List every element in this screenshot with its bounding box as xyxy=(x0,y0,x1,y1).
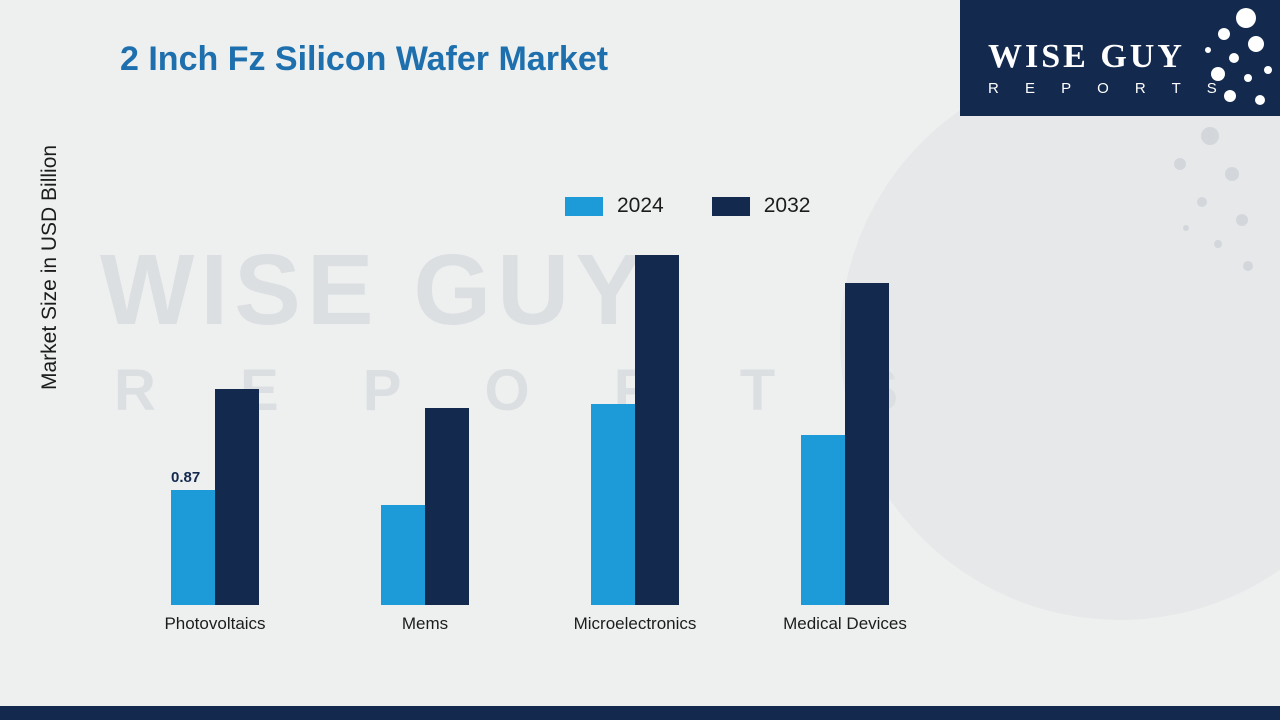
bar-chart-plot-area: 0.87 xyxy=(140,215,920,605)
legend-item-2032: 2032 xyxy=(711,194,811,218)
bar-2032 xyxy=(425,408,469,605)
category-axis: Photovoltaics Mems Microelectronics Medical… xyxy=(140,613,920,636)
footer-bar xyxy=(0,706,1280,720)
bar-group xyxy=(560,255,710,605)
bar-2032 xyxy=(635,255,679,605)
watermark-line1: WISE GUY xyxy=(100,234,649,346)
logo-text: WISE GUY R E P O R T S xyxy=(988,38,1228,97)
bar-2024 xyxy=(171,490,215,605)
legend-label-2032: 2032 xyxy=(763,194,811,217)
chart-legend: 2024 2032 xyxy=(565,194,810,218)
logo-dots-face-icon xyxy=(1205,8,1272,105)
logo-wordmark: WISE GUY xyxy=(988,38,1185,75)
category-label: Photovoltaics xyxy=(164,614,266,633)
bar-group xyxy=(350,408,500,605)
logo-subtitle: R E P O R T S xyxy=(988,80,1228,97)
legend-swatch-2024 xyxy=(565,196,603,216)
page-title: 2 Inch Fz Silicon Wafer Market xyxy=(120,40,609,78)
face-silhouette-graphic xyxy=(840,60,1280,620)
bar-group: 0.87 xyxy=(140,389,290,605)
decorative-dots xyxy=(1174,127,1253,271)
bar-2024 xyxy=(591,404,635,605)
bar-pair xyxy=(591,255,679,605)
bar-pair: 0.87 xyxy=(171,389,259,605)
category-label: Mems xyxy=(401,614,449,633)
logo-block: WISE GUY R E P O R T S xyxy=(960,0,1280,116)
category-label: Medical Devices xyxy=(783,614,907,633)
legend-item-2024: 2024 xyxy=(565,194,664,218)
bar-2032 xyxy=(845,283,889,605)
legend-label-2024: 2024 xyxy=(617,194,664,217)
bar-2024 xyxy=(381,505,425,605)
category-label: Microelectronics xyxy=(573,614,697,633)
legend-swatch-2032 xyxy=(711,196,750,216)
bar-2024 xyxy=(801,435,845,605)
bar-pair xyxy=(381,408,469,605)
bar-value-label: 0.87 xyxy=(171,469,201,486)
bar-pair xyxy=(801,283,889,605)
y-axis-label: Market Size in USD Billion xyxy=(38,144,61,390)
bar-group xyxy=(770,283,920,605)
bar-2032 xyxy=(215,389,259,605)
